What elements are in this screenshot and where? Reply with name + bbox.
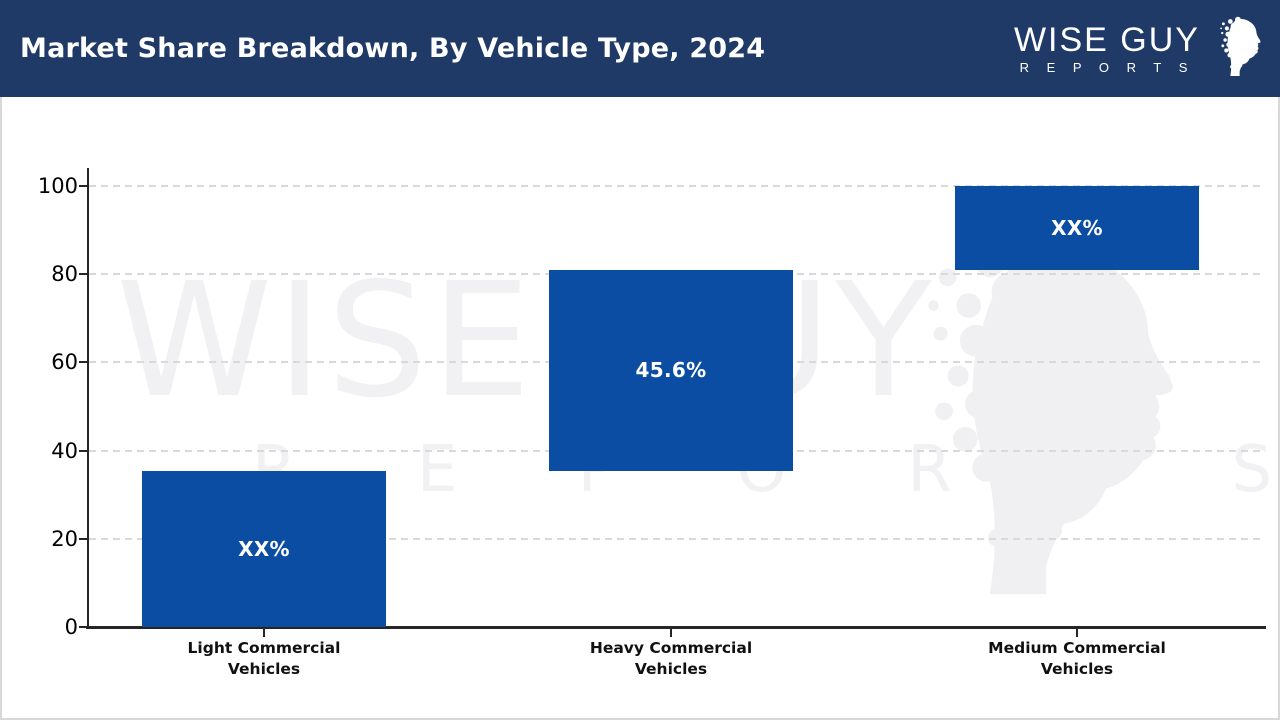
y-tick-mark-100 [79,185,88,187]
x-axis-line [86,626,1266,629]
page-edge-left [0,97,2,720]
category-label-heavy-commercial-vehicles: Heavy Commercial Vehicles [589,639,753,679]
bar-value-label-heavy-commercial-vehicles: 45.6% [635,358,707,383]
bar-light-commercial-vehicles: XX% [142,470,386,627]
y-tick-label-80: 80 [51,262,78,287]
gridline-100 [89,185,1264,187]
logo-wiseguy-label: WISE GUY [1013,21,1200,59]
logo-dot-head-icon [1206,10,1264,88]
y-tick-label-60: 60 [51,350,78,375]
y-tick-label-20: 20 [51,526,78,551]
bar-value-label-light-commercial-vehicles: XX% [238,536,290,561]
bar-heavy-commercial-vehicles: 45.6% [549,269,793,471]
page-edge-right [1278,97,1280,720]
y-axis-line [87,168,89,629]
header-banner: Market Share Breakdown, By Vehicle Type,… [0,0,1280,97]
y-tick-mark-20 [79,537,88,540]
category-label-light-commercial-vehicles: Light Commercial Vehicles [187,639,341,679]
x-tick-mark-light-commercial-vehicles [263,629,265,637]
bar-value-label-medium-commercial-vehicles: XX% [1051,215,1103,240]
page-edge-bottom [0,718,1280,720]
y-tick-mark-80 [79,273,88,276]
gridline-20 [89,537,1264,540]
y-tick-label-40: 40 [51,438,78,463]
category-label-medium-commercial-vehicles: Medium Commercial Vehicles [988,639,1166,679]
wise-guy-reports-logo: WISE GUY R E P O R T S [1014,0,1264,97]
y-tick-mark-40 [79,449,88,452]
y-tick-mark-60 [79,361,88,364]
y-tick-mark-0 [79,626,88,628]
logo-text: WISE GUY R E P O R T S [1014,23,1200,74]
y-tick-label-0: 0 [64,615,78,639]
x-tick-mark-heavy-commercial-vehicles [670,629,672,637]
x-tick-mark-medium-commercial-vehicles [1076,629,1078,637]
logo-reports-label: R E P O R T S [1019,60,1195,75]
y-tick-label-100: 100 [37,174,78,198]
page-title: Market Share Breakdown, By Vehicle Type,… [20,33,766,64]
bar-medium-commercial-vehicles: XX% [955,186,1199,270]
